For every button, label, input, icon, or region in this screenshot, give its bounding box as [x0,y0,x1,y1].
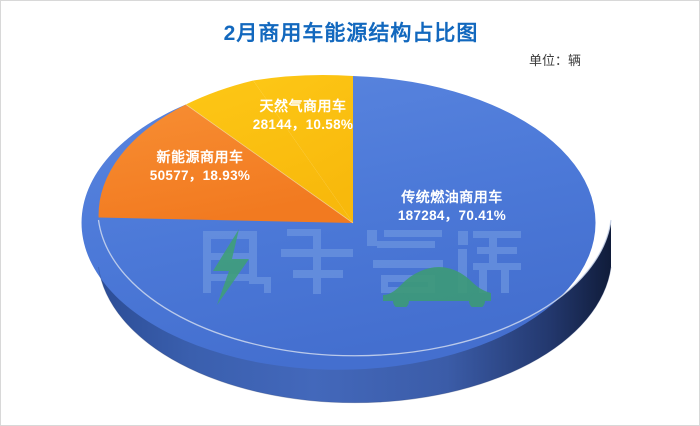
slice-divider-gas-newenergy [185,104,354,224]
pie-slice-gas[interactable] [185,80,353,224]
unit-label: 单位：辆 [528,53,581,68]
pie-rim-highlight [97,219,612,357]
chart-title: 2月商用车能源结构占比图 [223,22,479,45]
pie-slice-newenergy[interactable] [98,104,353,224]
pie-slice-gas-upper[interactable] [253,74,353,223]
pie-wall-fuel [98,220,611,403]
pie-bottom-rim [98,266,612,404]
